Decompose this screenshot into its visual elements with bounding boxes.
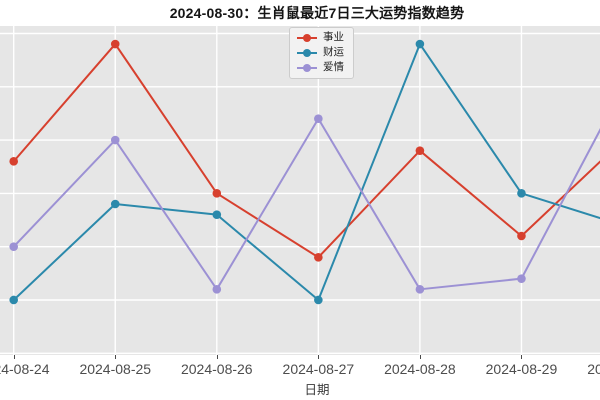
legend-item-wealth: 财运 [297,46,344,59]
data-point [314,253,323,262]
x-tick-label: 2024-08-26 [180,361,253,377]
x-tick-label: 2024-08-27 [282,361,355,377]
x-tick-mark [115,355,117,359]
x-tick-mark [13,355,15,359]
series-line [12,117,600,291]
data-point [314,295,323,305]
data-point [110,39,120,49]
data-point [415,146,425,155]
data-point [9,295,18,305]
x-tick-mark [318,355,320,359]
data-point [110,135,120,145]
data-point [517,189,526,198]
wealth-line-marker-icon [297,48,317,57]
love-line-marker-icon [297,63,317,72]
data-point [9,157,18,166]
x-tick-label: 2024-08-25 [79,361,152,377]
x-tick-label: 2024-08-24 [0,361,50,377]
legend-label-love: 爱情 [323,61,344,74]
x-tick-label: 2024-08-28 [384,361,456,377]
legend-item-career: 事业 [297,31,344,44]
x-tick-mark [216,355,218,359]
data-point [212,285,222,294]
legend: 事业 财运 爱情 [289,27,354,79]
career-line-marker-icon [297,33,317,42]
line-chart-canvas [0,26,600,355]
data-point [517,274,526,283]
legend-item-love: 爱情 [297,61,344,74]
data-point [212,189,222,198]
data-point [110,199,120,209]
x-tick-mark [521,355,523,359]
data-point [517,231,526,241]
legend-label-wealth: 财运 [323,46,344,59]
data-point [212,210,222,219]
series-line [13,43,600,301]
data-point [415,285,425,294]
data-point [415,39,425,49]
x-tick-label: 2024-08-30 [587,361,600,377]
plot-area [0,26,600,355]
legend-label-career: 事业 [323,31,344,44]
chart-title: 2024-08-30：生肖鼠最近7日三大运势指数趋势 [169,5,465,21]
x-axis-title: 日期 [304,383,330,397]
x-tick-mark [419,355,421,359]
x-tick-label: 2024-08-29 [485,361,558,377]
data-point [9,242,18,251]
data-point [314,114,323,123]
